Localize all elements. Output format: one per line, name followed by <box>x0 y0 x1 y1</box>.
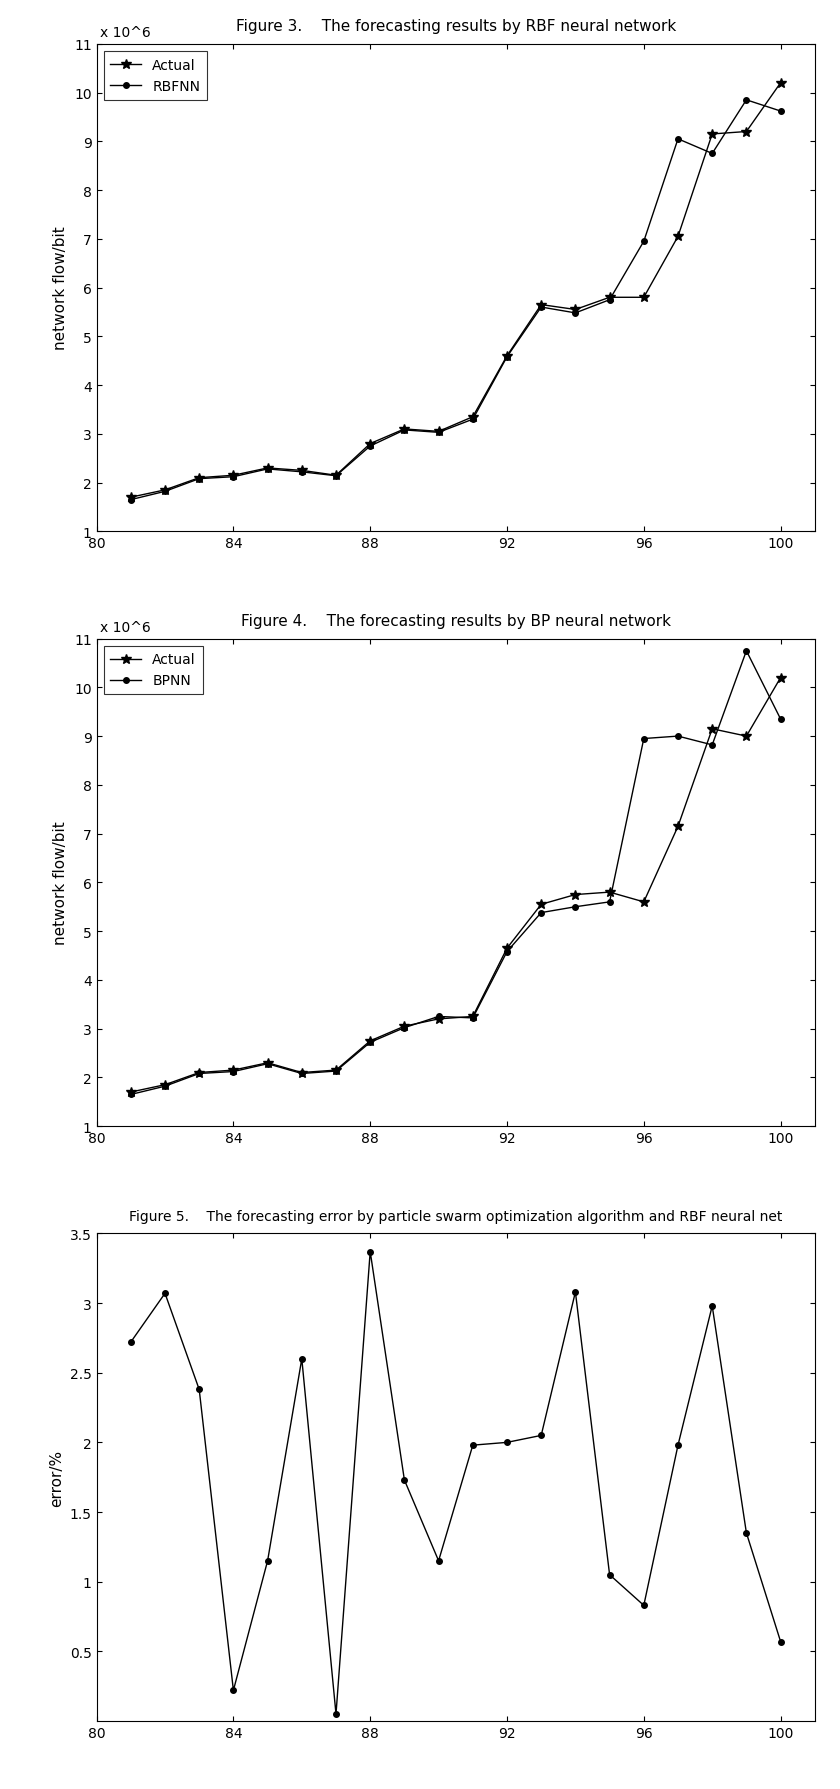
Actual <box>742 726 752 748</box>
Actual <box>228 465 239 487</box>
RBFNN <box>399 420 409 442</box>
Y-axis label: error/%: error/% <box>50 1449 64 1506</box>
Actual <box>365 433 375 454</box>
Actual <box>536 894 546 916</box>
Title: Figure 4.    The forecasting results by BP neural network: Figure 4. The forecasting results by BP … <box>241 614 670 628</box>
BPNN <box>160 1075 170 1097</box>
Text: x 10^6: x 10^6 <box>100 621 151 635</box>
RBFNN <box>502 347 512 369</box>
Actual <box>194 1063 204 1084</box>
Actual <box>126 487 136 508</box>
Actual <box>433 1009 444 1030</box>
RBFNN <box>160 481 170 503</box>
BPNN <box>331 1061 341 1082</box>
BPNN <box>502 941 512 962</box>
BPNN <box>399 1018 409 1039</box>
BPNN <box>673 726 683 748</box>
BPNN <box>468 1007 478 1029</box>
BPNN <box>297 1063 307 1084</box>
BPNN <box>263 1054 273 1075</box>
Legend: Actual, RBFNN: Actual, RBFNN <box>103 52 207 100</box>
Actual <box>433 422 444 444</box>
Actual <box>194 467 204 488</box>
RBFNN <box>775 102 785 123</box>
BPNN <box>742 640 752 662</box>
Actual <box>673 816 683 837</box>
Actual <box>228 1059 239 1081</box>
BPNN <box>536 902 546 923</box>
Actual <box>160 1075 170 1097</box>
Actual <box>468 406 478 428</box>
Actual <box>331 1059 341 1081</box>
Actual <box>297 1063 307 1084</box>
Actual <box>263 458 273 479</box>
Actual <box>399 419 409 440</box>
Actual <box>399 1016 409 1038</box>
Actual <box>707 123 717 145</box>
RBFNN <box>536 297 546 318</box>
Y-axis label: network flow/bit: network flow/bit <box>54 227 68 351</box>
BPNN <box>194 1063 204 1084</box>
RBFNN <box>365 437 375 458</box>
Actual <box>502 345 512 367</box>
Actual <box>263 1052 273 1073</box>
Line: RBFNN: RBFNN <box>128 98 784 503</box>
Actual <box>775 667 785 689</box>
BPNN <box>570 896 580 918</box>
Line: Actual: Actual <box>126 673 785 1097</box>
RBFNN <box>433 422 444 444</box>
RBFNN <box>331 465 341 487</box>
RBFNN <box>742 89 752 111</box>
Actual <box>468 1005 478 1027</box>
Legend: Actual, BPNN: Actual, BPNN <box>103 646 202 694</box>
RBFNN <box>228 467 239 488</box>
Actual <box>707 719 717 741</box>
RBFNN <box>263 460 273 481</box>
Actual <box>638 288 648 309</box>
Actual <box>570 299 580 320</box>
Actual <box>605 882 615 903</box>
BPNN <box>365 1032 375 1054</box>
Actual <box>365 1030 375 1052</box>
BPNN <box>433 1005 444 1027</box>
BPNN <box>638 728 648 750</box>
Line: Actual: Actual <box>126 79 785 503</box>
RBFNN <box>605 290 615 311</box>
RBFNN <box>673 129 683 150</box>
RBFNN <box>126 490 136 512</box>
Actual <box>775 73 785 95</box>
BPNN <box>775 708 785 730</box>
BPNN <box>605 891 615 912</box>
Actual <box>536 295 546 317</box>
BPNN <box>126 1084 136 1106</box>
BPNN <box>228 1061 239 1082</box>
Actual <box>502 937 512 959</box>
RBFNN <box>194 469 204 490</box>
Actual <box>331 465 341 487</box>
Actual <box>570 884 580 905</box>
RBFNN <box>570 302 580 324</box>
Y-axis label: network flow/bit: network flow/bit <box>54 821 68 945</box>
Title: Figure 5.    The forecasting error by particle swarm optimization algorithm and : Figure 5. The forecasting error by parti… <box>129 1209 782 1224</box>
RBFNN <box>707 143 717 165</box>
BPNN <box>707 735 717 757</box>
Actual <box>160 479 170 501</box>
Actual <box>126 1082 136 1104</box>
Line: BPNN: BPNN <box>128 649 784 1098</box>
Text: x 10^6: x 10^6 <box>100 25 151 39</box>
Title: Figure 3.    The forecasting results by RBF neural network: Figure 3. The forecasting results by RBF… <box>235 20 676 34</box>
Actual <box>638 891 648 912</box>
RBFNN <box>297 462 307 483</box>
RBFNN <box>638 231 648 252</box>
Actual <box>605 288 615 309</box>
Actual <box>742 122 752 143</box>
Actual <box>673 227 683 249</box>
RBFNN <box>468 410 478 431</box>
Actual <box>297 460 307 481</box>
